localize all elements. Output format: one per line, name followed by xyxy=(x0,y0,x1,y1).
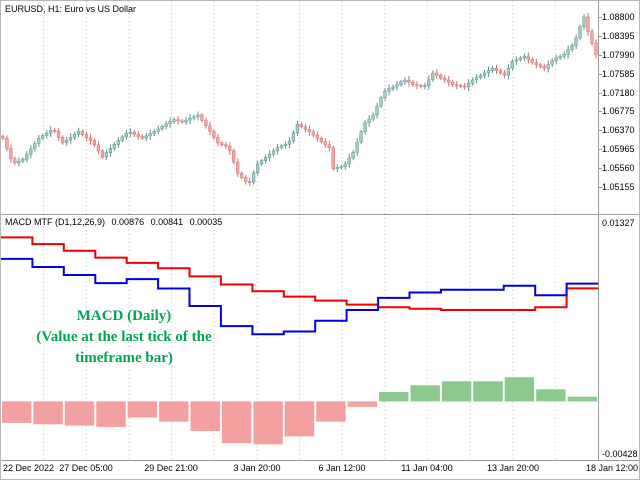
price-axis-tick xyxy=(598,149,602,150)
time-axis-label: 18 Jan 12:00 xyxy=(585,463,638,473)
time-axis-label: 27 Dec 05:00 xyxy=(59,463,113,473)
price-axis-tick xyxy=(598,17,602,18)
annotation-line-2: (Value at the last tick of the xyxy=(36,329,212,345)
time-axis-label: 29 Dec 21:00 xyxy=(144,463,198,473)
price-axis-label: 1.05560 xyxy=(602,163,635,174)
price-axis-label: 1.07585 xyxy=(602,68,635,79)
price-axis-tick xyxy=(598,36,602,37)
indicator-value-histogram: 0.00035 xyxy=(189,217,223,227)
annotation-line-3: timeframe bar) xyxy=(75,350,173,366)
symbol-title: EURUSD, H1: Euro vs US Dollar xyxy=(5,4,137,14)
price-axis[interactable]: 1.08800 1.08395 1.07990 1.07585 1.07180 1.067… xyxy=(599,1,639,460)
price-axis-tick xyxy=(598,74,602,75)
price-axis-tick xyxy=(598,168,602,169)
price-axis-tick xyxy=(598,55,602,56)
price-axis-label: 1.06775 xyxy=(602,106,635,117)
price-axis-label: 1.05155 xyxy=(602,182,635,192)
price-axis-tick xyxy=(598,93,602,94)
price-axis-label: 1.08395 xyxy=(602,30,635,41)
price-axis-label: 1.07990 xyxy=(602,49,635,60)
indicator-value-macd: 0.00876 xyxy=(111,217,145,227)
price-axis-label: 1.05965 xyxy=(602,144,635,155)
time-axis-label: 3 Jan 20:00 xyxy=(233,463,281,473)
price-chart-canvas[interactable] xyxy=(1,1,598,214)
time-axis-label: 13 Jan 20:00 xyxy=(486,463,540,473)
price-axis-tick xyxy=(598,187,602,188)
price-axis-label: 1.08800 xyxy=(602,12,635,22)
macd-axis-max-label: 0.01327 xyxy=(602,218,635,228)
price-axis-label: 1.06370 xyxy=(602,125,635,136)
indicator-value-signal: 0.00841 xyxy=(150,217,184,227)
macd-indicator-canvas[interactable] xyxy=(1,214,598,461)
annotation-line-1: MACD (Daily) xyxy=(76,308,172,324)
time-axis-label: 6 Jan 12:00 xyxy=(318,463,366,473)
time-axis-label: 22 Dec 2022 xyxy=(3,463,55,473)
time-axis[interactable]: 22 Dec 2022 27 Dec 05:00 29 Dec 21:00 3 Jan… xyxy=(1,462,639,479)
mtf-annotation: MACD (Daily) (Value at the last tick of … xyxy=(7,306,241,369)
price-axis-tick xyxy=(598,111,602,112)
macd-axis-min-label: -0.00428 xyxy=(602,449,638,459)
panel-separator[interactable] xyxy=(1,214,639,215)
indicator-title: MACD MTF (D1,12,26,9) 0.00876 0.00841 0.… xyxy=(5,217,226,227)
time-axis-separator xyxy=(1,460,639,461)
price-axis-separator xyxy=(598,1,599,460)
price-axis-tick xyxy=(598,130,602,131)
price-axis-label: 1.07180 xyxy=(602,87,635,98)
time-axis-label: 11 Jan 04:00 xyxy=(401,463,453,473)
indicator-name: MACD MTF (D1,12,26,9) xyxy=(5,217,106,227)
